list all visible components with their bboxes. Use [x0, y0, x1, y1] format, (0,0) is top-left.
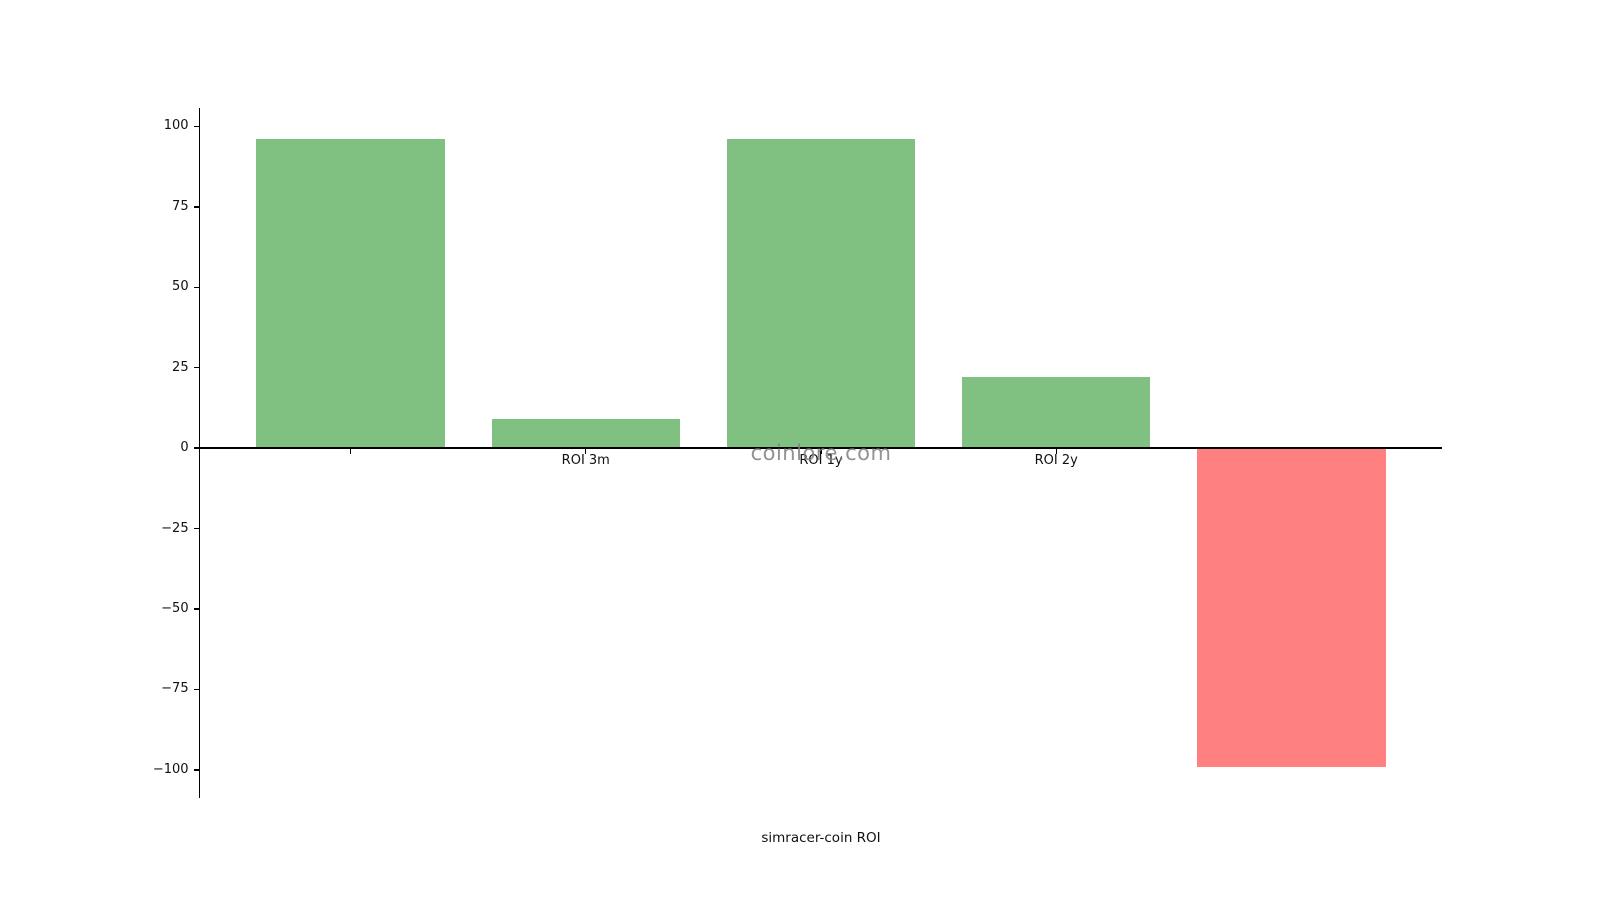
y-axis-line: [198, 108, 200, 798]
y-tick-label: −25: [161, 520, 189, 536]
x-tick-label: ROI 1y: [799, 452, 843, 468]
x-tick-label: ROI 3m: [561, 452, 610, 468]
x-tick-mark: [349, 448, 352, 454]
x-tick-mark: [585, 448, 587, 454]
y-tick-mark: [193, 367, 199, 369]
y-tick-label: −100: [152, 761, 189, 777]
y-tick-label: 0: [180, 440, 189, 456]
bar-roi-3m: [491, 419, 680, 449]
y-tick-mark: [193, 608, 199, 610]
y-tick-label: 50: [172, 279, 189, 295]
y-tick-label: 100: [163, 118, 189, 134]
y-tick-label: −75: [161, 681, 189, 697]
y-tick-mark: [193, 769, 199, 771]
x-tick-mark: [1055, 448, 1057, 454]
y-tick-mark: [193, 125, 199, 128]
y-tick-label: −50: [161, 601, 189, 616]
y-tick-mark: [193, 447, 199, 449]
bar-roi-2y: [962, 377, 1151, 449]
y-tick-mark: [193, 286, 199, 289]
y-tick-mark: [193, 527, 199, 530]
y-tick-mark: [193, 688, 199, 691]
bar-roi-1y: [726, 139, 916, 449]
y-tick-mark: [193, 206, 199, 208]
x-axis-line: [198, 447, 1442, 449]
chart-title: simracer-coin ROI: [761, 830, 881, 846]
bar-col-0: [256, 139, 445, 449]
watermark-text: coinlore.com: [750, 441, 892, 465]
y-tick-label: 75: [172, 198, 189, 214]
bar-col-4: [1197, 448, 1386, 767]
x-tick-mark: [820, 448, 822, 454]
x-tick-label: ROI 2y: [1034, 452, 1078, 468]
y-tick-label: 25: [172, 359, 189, 375]
